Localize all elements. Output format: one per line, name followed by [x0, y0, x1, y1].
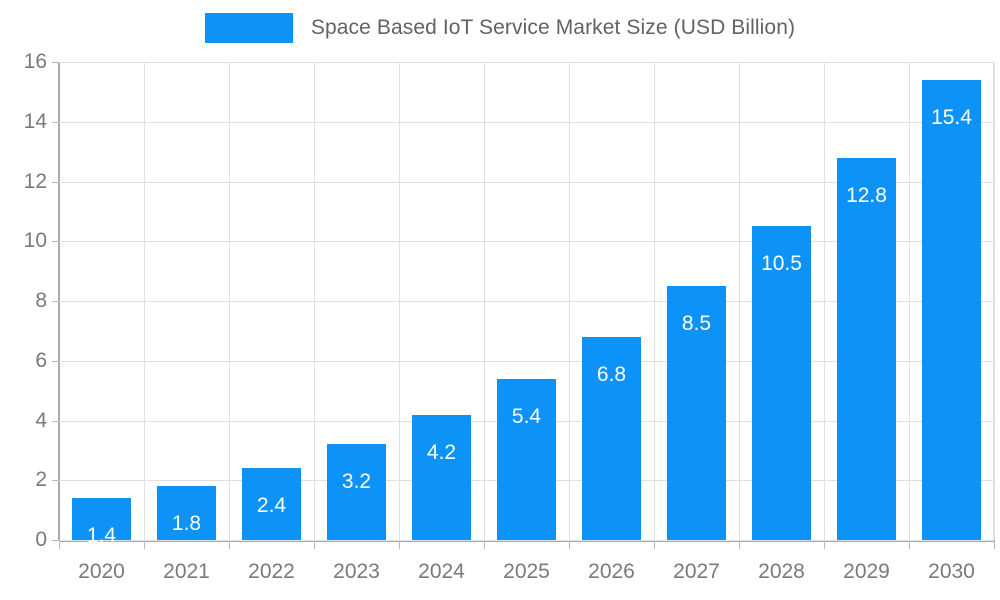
- x-tick-mark: [399, 541, 400, 549]
- bar-value-label-2024: 4.2: [426, 440, 457, 464]
- gridline-horizontal: [59, 181, 994, 183]
- y-tick-mark: [52, 62, 59, 63]
- gridline-horizontal: [59, 241, 994, 243]
- gridline-horizontal: [59, 62, 994, 63]
- y-tick-label: 4: [35, 408, 47, 432]
- y-tick-label: 6: [35, 348, 47, 372]
- gridline-horizontal: [59, 360, 994, 362]
- x-tick-mark: [59, 541, 60, 549]
- y-tick-mark: [52, 540, 59, 541]
- x-tick-mark: [229, 541, 230, 549]
- y-tick-label: 2: [35, 468, 47, 492]
- gridline-horizontal: [59, 301, 994, 302]
- bar-2029[interactable]: [837, 157, 896, 540]
- x-tick-mark: [144, 541, 145, 549]
- x-tick-mark: [569, 541, 570, 549]
- x-tick-mark: [994, 541, 995, 549]
- gridline-vertical: [229, 62, 230, 540]
- x-tick-mark: [824, 541, 825, 549]
- gridline-vertical: [824, 62, 825, 540]
- bar-value-label-2028: 10.5: [761, 252, 802, 276]
- x-tick-label: 2028: [758, 560, 805, 583]
- bar-2021[interactable]: [157, 486, 216, 540]
- x-tick-label: 2027: [673, 560, 720, 583]
- y-tick-label: 0: [35, 528, 47, 551]
- bar-2022[interactable]: [242, 468, 301, 540]
- y-tick-mark: [52, 480, 59, 482]
- bar-value-label-2022: 2.4: [256, 494, 287, 518]
- bar-2026[interactable]: [582, 336, 641, 540]
- y-tick-label: 8: [35, 289, 47, 312]
- gridline-vertical: [314, 62, 315, 540]
- y-tick-label: 16: [23, 50, 47, 73]
- gridline-vertical: [739, 62, 740, 540]
- bar-2020[interactable]: [72, 498, 131, 540]
- bar-2028[interactable]: [752, 226, 811, 540]
- gridline-horizontal: [59, 540, 994, 541]
- x-tick-label: 2025: [503, 560, 550, 583]
- x-tick-mark: [484, 541, 485, 549]
- gridline-vertical: [144, 62, 145, 540]
- y-tick-mark: [52, 181, 59, 183]
- y-tick-mark: [52, 121, 59, 123]
- bar-2025[interactable]: [497, 378, 556, 540]
- y-tick-label: 14: [23, 109, 47, 133]
- bar-2030[interactable]: [922, 79, 981, 540]
- bar-value-label-2021: 1.8: [171, 512, 202, 536]
- x-tick-mark: [909, 541, 910, 549]
- x-tick-label: 2020: [78, 560, 125, 583]
- bar-value-label-2030: 15.4: [931, 105, 972, 129]
- y-tick-label: 10: [23, 229, 47, 253]
- bar-value-label-2027: 8.5: [681, 312, 712, 336]
- gridline-vertical: [569, 62, 570, 540]
- x-tick-label: 2030: [928, 560, 975, 583]
- legend-label: Space Based IoT Service Market Size (USD…: [310, 16, 796, 39]
- bar-2024[interactable]: [412, 414, 471, 540]
- bar-2023[interactable]: [327, 444, 386, 540]
- x-tick-mark: [654, 541, 655, 549]
- x-tick-label: 2021: [163, 560, 210, 583]
- chart-legend: Space Based IoT Service Market Size (USD…: [0, 8, 1000, 48]
- gridline-vertical: [399, 62, 400, 540]
- x-tick-mark: [314, 541, 315, 549]
- bar-value-label-2026: 6.8: [596, 362, 627, 386]
- x-tick-label: 2022: [248, 560, 295, 583]
- x-tick-label: 2024: [418, 560, 465, 583]
- legend-color-swatch[interactable]: [204, 13, 293, 43]
- plot-area: 1.4 1.8 2.4 3.2 4.2 5.4 6.8 8.5 10.5 12.8 15.4: [59, 62, 995, 547]
- y-tick-mark: [52, 241, 59, 243]
- gridline-vertical: [909, 62, 910, 540]
- x-tick-mark: [739, 541, 740, 549]
- y-tick-label: 12: [23, 169, 47, 193]
- y-tick-mark: [52, 420, 59, 422]
- bar-value-label-2025: 5.4: [511, 404, 542, 428]
- x-tick-label: 2029: [843, 560, 890, 583]
- x-axis-line: [59, 540, 995, 542]
- bar-value-label-2029: 12.8: [846, 183, 887, 207]
- gridline-vertical: [994, 62, 995, 540]
- gridline-vertical: [484, 62, 485, 540]
- gridline-horizontal: [59, 121, 994, 123]
- x-tick-label: 2023: [333, 560, 380, 583]
- bar-value-label-2020: 1.4: [86, 524, 117, 548]
- y-tick-mark: [52, 301, 59, 302]
- x-tick-label: 2026: [588, 560, 635, 583]
- gridline-vertical: [654, 62, 655, 540]
- bar-value-label-2023: 3.2: [341, 470, 372, 494]
- y-tick-mark: [52, 360, 59, 362]
- bar-2027[interactable]: [667, 286, 726, 540]
